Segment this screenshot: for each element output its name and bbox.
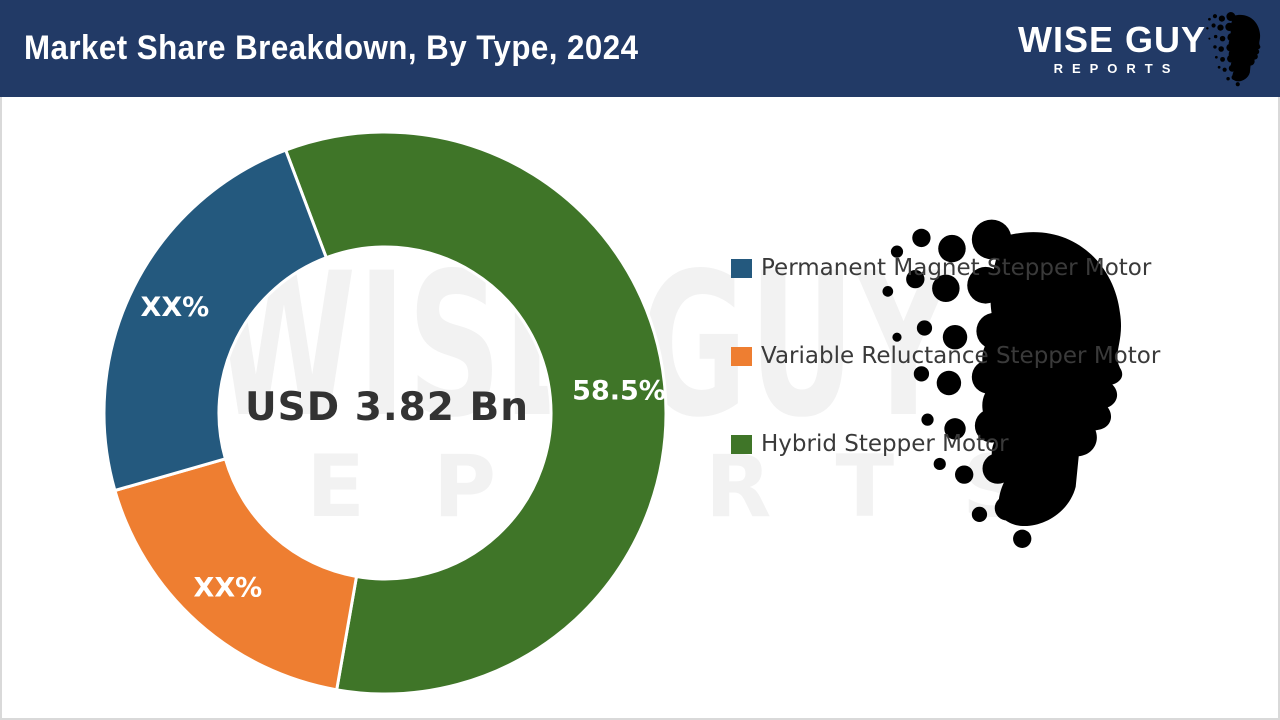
page-title: Market Share Breakdown, By Type, 2024 <box>24 29 639 67</box>
legend-label: Hybrid Stepper Motor <box>761 431 1009 457</box>
logo-face-icon <box>1206 12 1261 87</box>
slice-label: 58.5% <box>572 375 666 406</box>
content-area: WISE GUY REPORTS 58.5%XX%XX% USD 3.82 Bn… <box>0 97 1280 720</box>
slice-label: XX% <box>194 572 263 603</box>
donut-chart: 58.5% XX% XX% <box>102 130 668 696</box>
chart-legend: Permanent Magnet Stepper Motor Variable … <box>731 255 1161 520</box>
donut-slice <box>102 148 328 492</box>
slice-label: XX% <box>141 292 210 323</box>
donut-slice <box>113 457 358 692</box>
logo-subtitle: REPORTS <box>1053 61 1180 76</box>
logo-wordmark: WISE GUY <box>1017 19 1206 60</box>
legend-item: Permanent Magnet Stepper Motor <box>731 255 1160 281</box>
legend-item: Variable Reluctance Stepper Motor <box>731 343 1161 369</box>
legend-swatch-green <box>731 434 752 454</box>
donut-slice <box>284 130 668 696</box>
legend-item: Hybrid Stepper Motor <box>731 431 1160 457</box>
legend-label: Variable Reluctance Stepper Motor <box>761 343 1161 369</box>
center-value: USD 3.82 Bn <box>245 385 529 430</box>
header: Market Share Breakdown, By Type, 2024 WI… <box>0 0 1280 97</box>
legend-label: Permanent Magnet Stepper Motor <box>761 255 1152 281</box>
logo: WISE GUY REPORTS <box>1018 8 1270 90</box>
legend-swatch-blue <box>731 258 752 278</box>
legend-swatch-orange <box>731 346 752 366</box>
logo-text: WISE GUY REPORTS <box>1017 19 1206 77</box>
